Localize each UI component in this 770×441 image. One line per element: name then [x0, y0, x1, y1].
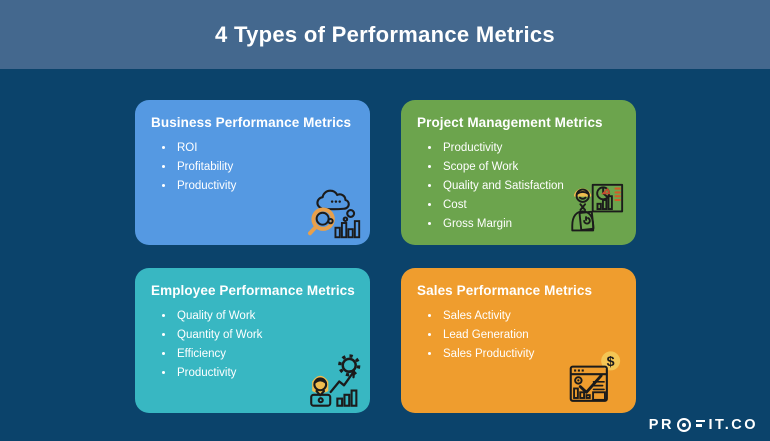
card-title: Project Management Metrics — [417, 115, 603, 130]
metric-item: Scope of Work — [441, 158, 624, 177]
metric-list: ProductivityScope of WorkQuality and Sat… — [417, 139, 624, 234]
metric-item: Cost — [441, 196, 624, 215]
card-title: Employee Performance Metrics — [151, 283, 355, 298]
magnifier-analytics-icon — [307, 189, 361, 239]
metric-item: Productivity — [441, 139, 624, 158]
sales-report-icon: $ — [569, 351, 621, 402]
profitco-logo: PR IT.CO — [649, 417, 758, 433]
card-title: Sales Performance Metrics — [417, 283, 593, 298]
target-o-icon — [677, 418, 692, 432]
card-sales-performance: Sales Performance Metrics Sales Activity… — [401, 268, 636, 413]
metric-item: Gross Margin — [441, 215, 624, 234]
svg-text:$: $ — [607, 354, 615, 370]
metric-item: Quality and Satisfaction — [441, 177, 624, 196]
metric-item: Efficiency — [175, 345, 358, 364]
card-business-performance: Business Performance Metrics ROIProfitab… — [135, 100, 370, 245]
metric-item: Productivity — [175, 177, 358, 196]
logo-text-pr: PR — [648, 417, 674, 433]
employee-growth-icon — [310, 354, 361, 407]
metrics-grid: Business Performance Metrics ROIProfitab… — [135, 100, 637, 413]
metric-item: Lead Generation — [441, 326, 624, 345]
metric-item: ROI — [175, 139, 358, 158]
card-title: Business Performance Metrics — [151, 115, 352, 130]
presenter-chart-icon — [571, 183, 624, 232]
metric-list: Sales ActivityLead GenerationSales Produ… — [417, 307, 624, 364]
metric-list: Quality of WorkQuantity of WorkEfficienc… — [151, 307, 358, 383]
card-project-management: Project Management Metrics ProductivityS… — [401, 100, 636, 245]
logo-text-rest: IT.CO — [708, 417, 758, 433]
metric-item: Profitability — [175, 158, 358, 177]
header-band: 4 Types of Performance Metrics — [0, 0, 770, 69]
page-title: 4 Types of Performance Metrics — [215, 21, 555, 47]
metric-list: ROIProfitabilityProductivity — [151, 139, 358, 196]
card-employee-performance: Employee Performance Metrics Quality of … — [135, 268, 370, 413]
metric-item: Quantity of Work — [175, 326, 358, 345]
metric-item: Productivity — [175, 364, 358, 383]
metric-item: Sales Activity — [441, 307, 624, 326]
metric-item: Quality of Work — [175, 307, 358, 326]
stylized-f-icon — [695, 419, 705, 431]
metric-item: Sales Productivity — [441, 345, 624, 364]
